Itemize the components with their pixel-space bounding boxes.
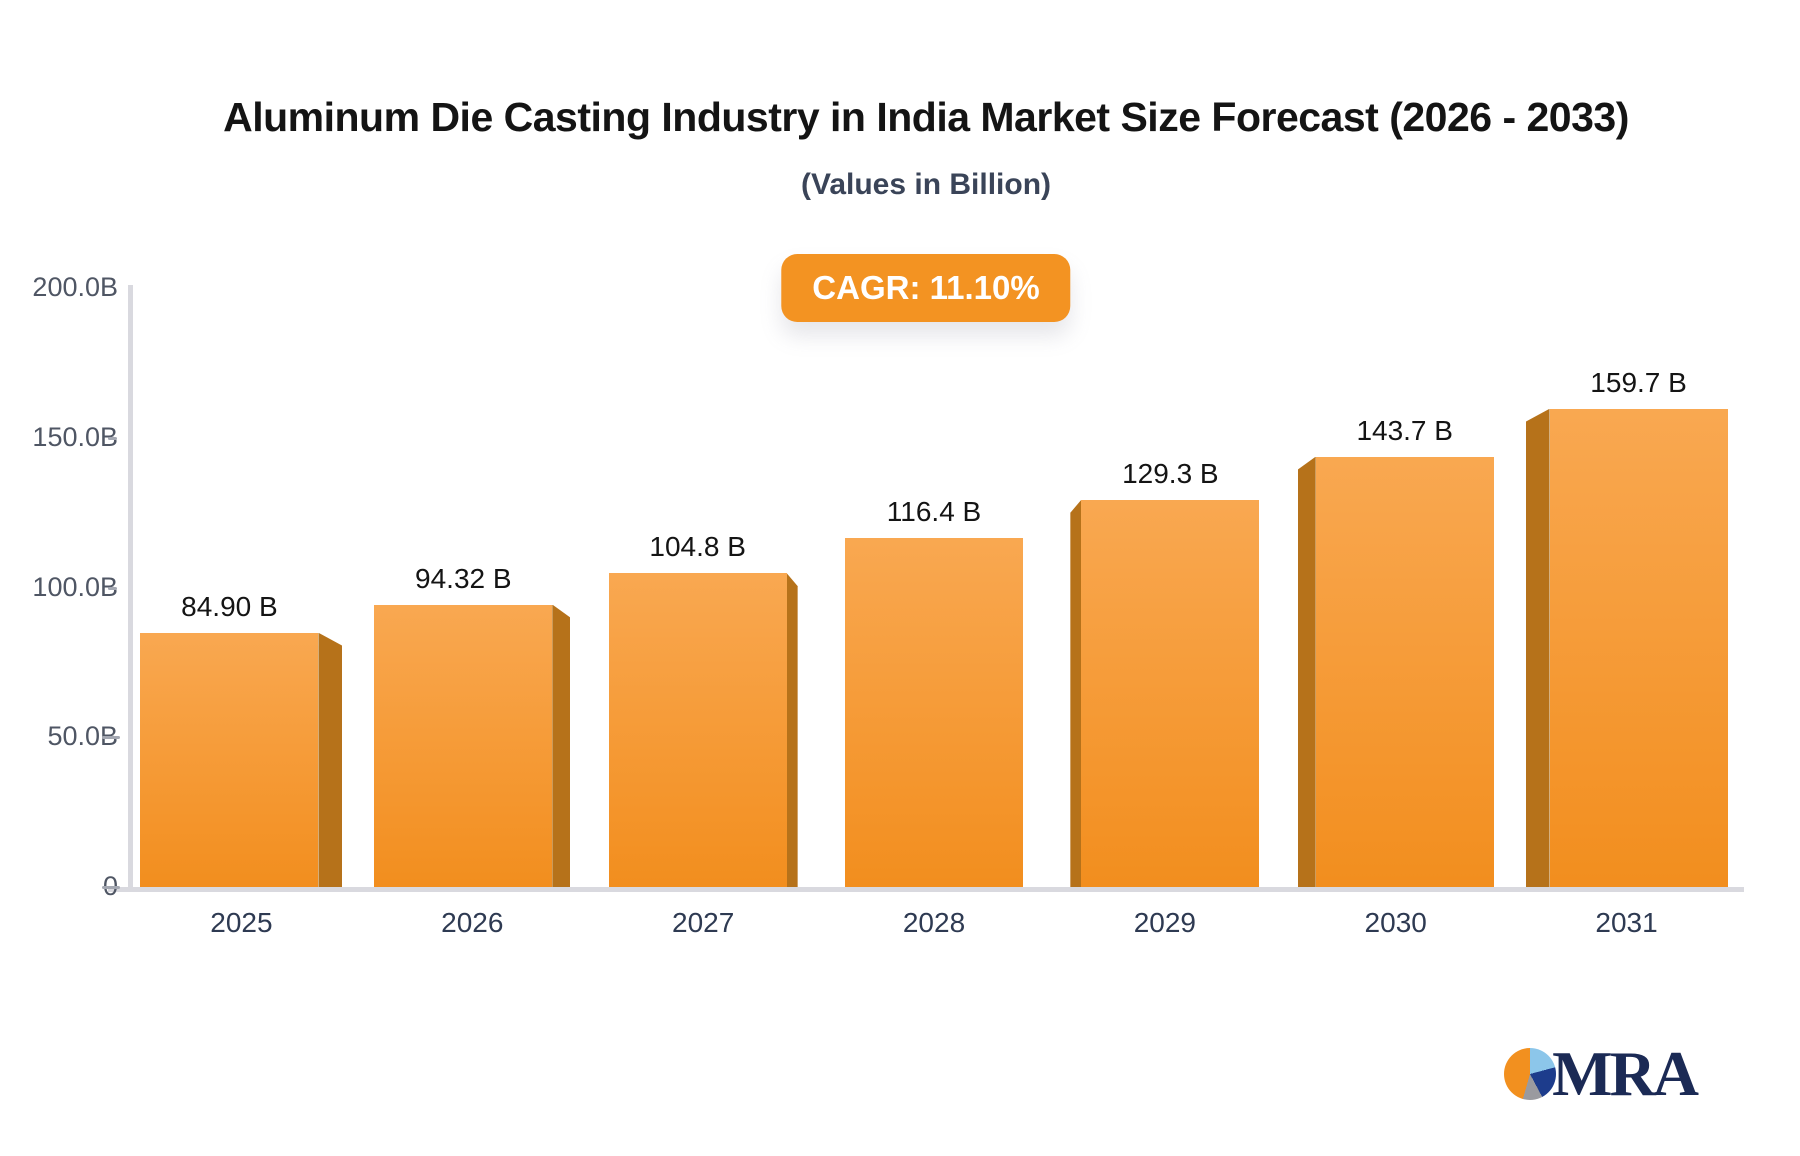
bar-value-label-2026: 94.32 B [415,562,512,594]
bar-value-label-2029: 129.3 B [1122,457,1219,489]
bar-side-shadow [786,573,798,887]
y-tick-label-50.0B: 50.0B [47,721,118,752]
bar-value-label-2031: 159.7 B [1590,366,1687,398]
bar-2029[interactable] [1070,499,1260,887]
y-tick-label-150.0B: 150.0B [32,421,118,452]
bar-face [1549,408,1728,887]
x-axis-label-2031: 2031 [1595,907,1658,938]
bar-value-label-2030: 143.7 B [1356,414,1453,446]
bar-2031[interactable] [1525,408,1728,887]
logo-text: MRA [1552,1038,1699,1109]
y-tick-label-100.0B: 100.0B [32,571,118,602]
bar-face [608,573,787,887]
x-axis-line [108,887,1744,892]
bar-value-label-2025: 84.90 B [181,590,278,622]
y-axis-line [128,285,133,892]
cagr-badge: CAGR: 11.10% [781,254,1071,322]
bar-side-shadow [1070,499,1082,887]
x-axis-label-2028: 2028 [902,907,966,938]
pie-chart-logo-icon [1504,1048,1557,1100]
bar-2030[interactable] [1297,456,1494,887]
logo: MRA [1504,1038,1699,1109]
y-tick-mark [108,436,117,440]
chart-subtitle: (Values in Billion) [800,168,1052,201]
x-axis-label-2030: 2030 [1364,907,1427,938]
y-tick-label-200.0B: 200.0B [32,272,118,302]
chart-title: Aluminum Die Casting Industry in India M… [223,94,1629,140]
bar-face [1081,499,1260,887]
bar-face [1315,456,1494,887]
bar-2026[interactable] [374,604,571,887]
bar-value-label-2027: 104.8 B [649,531,746,563]
y-tick-label-0: 0 [0,871,118,902]
bar-side-shadow [1297,456,1316,887]
x-axis-label-2027: 2027 [671,907,735,938]
bar-side-shadow [318,632,343,887]
bar-face [140,632,319,887]
bar-2027[interactable] [608,573,798,887]
bar-2028[interactable] [845,538,1023,887]
bar-side-shadow [1525,408,1550,887]
y-tick-mark [102,886,120,889]
bar-value-label-2028: 116.4 B [886,496,982,528]
bar-face [845,538,1023,887]
x-axis-label-2029: 2029 [1133,907,1196,938]
bar-face [374,604,553,887]
bar-2025[interactable] [140,632,343,887]
bar-side-shadow [552,604,571,887]
y-tick-mark [102,736,120,740]
x-axis-label-2025: 2025 [210,907,273,938]
y-tick-mark [108,586,117,590]
x-axis-label-2026: 2026 [441,907,504,938]
